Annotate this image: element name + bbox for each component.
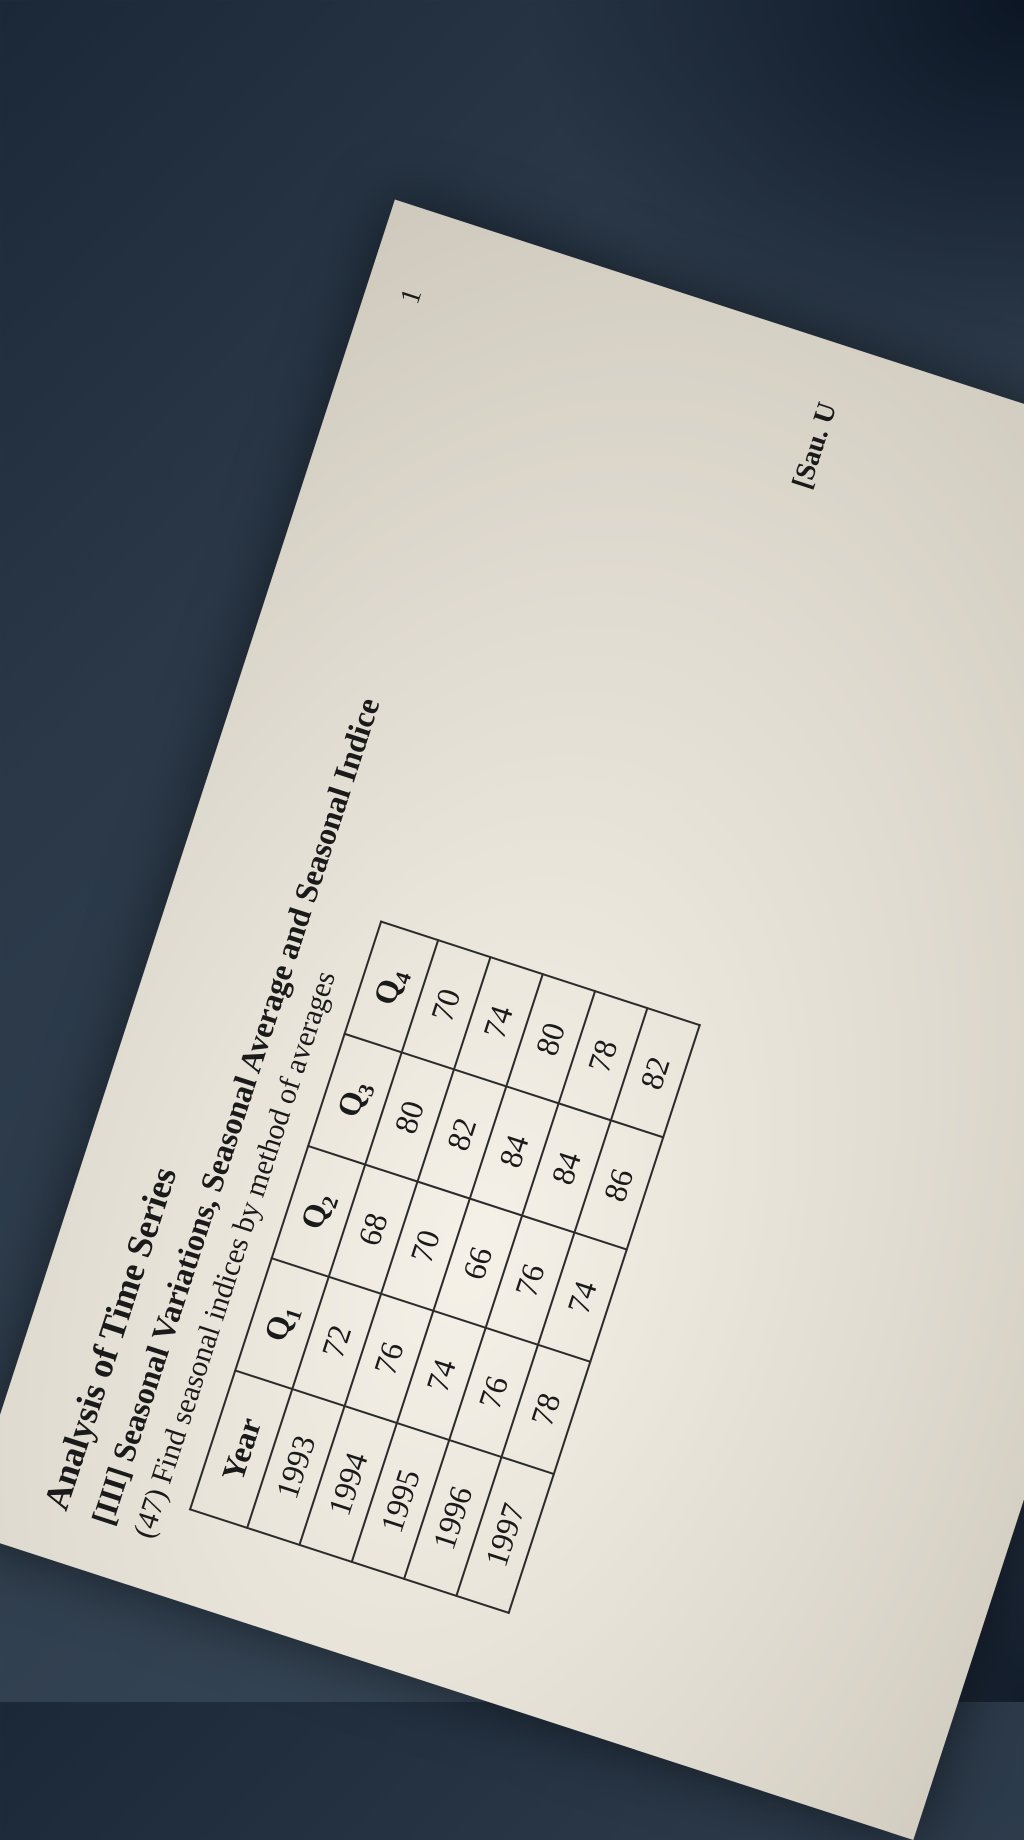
reference-label: [Sau. U bbox=[786, 399, 844, 493]
page-number: 1 bbox=[394, 285, 429, 308]
book-page: 1 Analysis of Time Series [III] Seasonal… bbox=[0, 200, 1024, 1840]
question-number: (47) bbox=[127, 1484, 174, 1542]
